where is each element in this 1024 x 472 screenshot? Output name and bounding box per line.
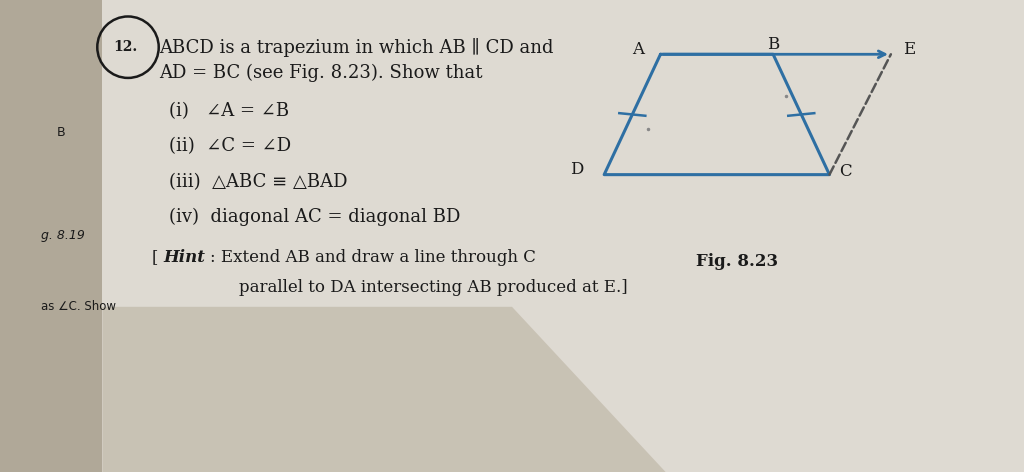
Text: g. 8.19: g. 8.19	[41, 229, 85, 243]
Text: E: E	[903, 41, 915, 58]
Text: : Extend AB and draw a line through C: : Extend AB and draw a line through C	[210, 249, 536, 266]
Text: B: B	[767, 36, 779, 53]
Text: (iii)  △ABC ≡ △BAD: (iii) △ABC ≡ △BAD	[169, 173, 347, 191]
Text: B: B	[57, 126, 66, 139]
Polygon shape	[102, 0, 1024, 472]
Text: C: C	[839, 163, 852, 180]
Polygon shape	[0, 0, 102, 472]
Text: (iv)  diagonal AC = diagonal BD: (iv) diagonal AC = diagonal BD	[169, 208, 461, 226]
Text: A: A	[632, 41, 644, 58]
Text: Fig. 8.23: Fig. 8.23	[696, 253, 778, 270]
Text: Hint: Hint	[164, 249, 206, 266]
Text: [: [	[152, 249, 158, 266]
Text: 12.: 12.	[113, 40, 137, 54]
Text: as ∠C. Show: as ∠C. Show	[41, 300, 116, 313]
Text: parallel to DA intersecting AB produced at E.]: parallel to DA intersecting AB produced …	[239, 279, 628, 296]
Text: AD = BC (see Fig. 8.23). Show that: AD = BC (see Fig. 8.23). Show that	[159, 64, 482, 82]
Text: (ii)  ∠C = ∠D: (ii) ∠C = ∠D	[169, 137, 291, 155]
Text: D: D	[570, 161, 584, 178]
Text: ABCD is a trapezium in which AB ∥ CD and: ABCD is a trapezium in which AB ∥ CD and	[159, 38, 553, 57]
Polygon shape	[102, 307, 666, 472]
Text: (i)   ∠A = ∠B: (i) ∠A = ∠B	[169, 102, 289, 120]
